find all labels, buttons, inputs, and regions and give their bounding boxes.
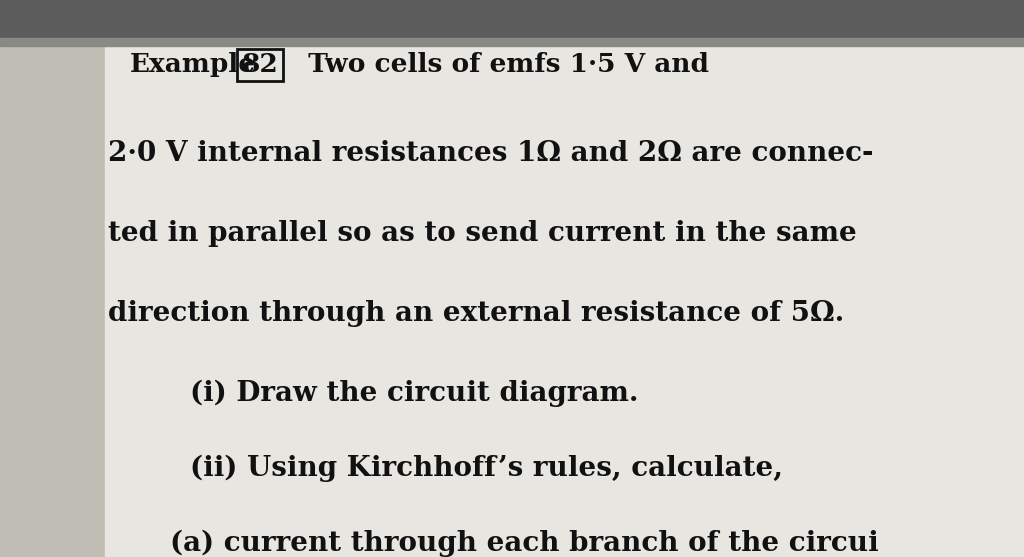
Bar: [675, 38, 705, 557]
Bar: [585, 38, 615, 557]
Text: 2·0 V internal resistances 1Ω and 2Ω are connec-: 2·0 V internal resistances 1Ω and 2Ω are…: [108, 140, 873, 167]
Text: Two cells of emfs 1·5 V and: Two cells of emfs 1·5 V and: [290, 52, 709, 77]
Text: (ii) Using Kirchhoff’s rules, calculate,: (ii) Using Kirchhoff’s rules, calculate,: [190, 455, 783, 482]
Text: ted in parallel so as to send current in the same: ted in parallel so as to send current in…: [108, 220, 857, 247]
Text: 82: 82: [242, 52, 279, 77]
Bar: [105, 38, 135, 557]
Bar: [525, 38, 555, 557]
Text: direction through an external resistance of 5Ω.: direction through an external resistance…: [108, 300, 844, 327]
Bar: [345, 38, 375, 557]
Bar: [0, 0, 1024, 38]
Bar: [255, 38, 285, 557]
Bar: [645, 38, 675, 557]
Bar: [465, 38, 495, 557]
Bar: [225, 38, 255, 557]
Text: Example: Example: [130, 52, 256, 77]
Bar: [165, 38, 195, 557]
Bar: [406, 38, 435, 557]
Bar: [495, 38, 525, 557]
Bar: [375, 38, 406, 557]
FancyBboxPatch shape: [237, 49, 283, 81]
Bar: [555, 38, 585, 557]
Bar: [105, 38, 1024, 557]
Bar: [195, 38, 225, 557]
Text: (a) current through each branch of the circui: (a) current through each branch of the c…: [170, 530, 879, 557]
Bar: [135, 38, 165, 557]
Bar: [0, 38, 105, 557]
Bar: [285, 38, 315, 557]
Bar: [315, 38, 345, 557]
Bar: [615, 38, 645, 557]
Bar: [435, 38, 465, 557]
Text: (i) Draw the circuit diagram.: (i) Draw the circuit diagram.: [190, 380, 639, 407]
Bar: [0, 38, 1024, 46]
